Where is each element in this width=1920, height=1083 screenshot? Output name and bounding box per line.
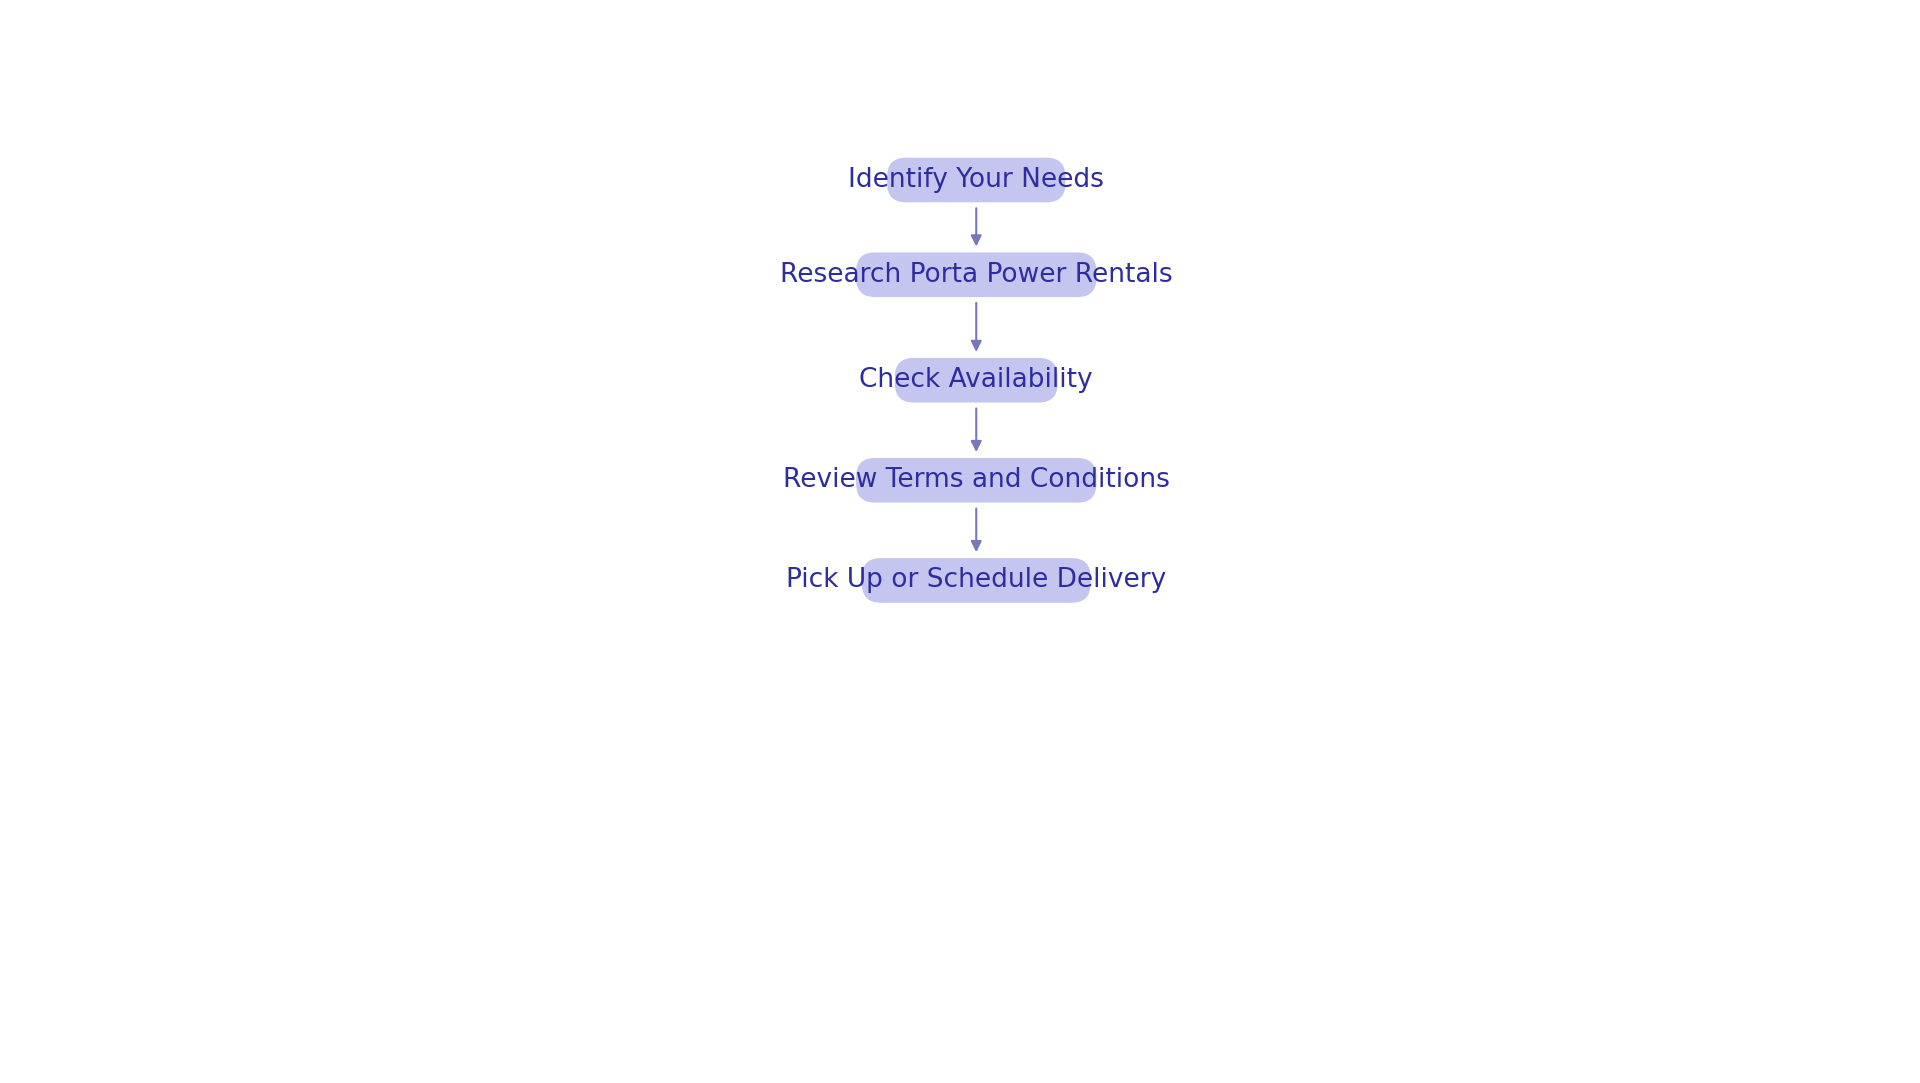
Text: Identify Your Needs: Identify Your Needs — [849, 167, 1104, 193]
Text: Research Porta Power Rentals: Research Porta Power Rentals — [780, 262, 1173, 288]
Text: Pick Up or Schedule Delivery: Pick Up or Schedule Delivery — [785, 567, 1165, 593]
FancyBboxPatch shape — [856, 458, 1096, 503]
FancyBboxPatch shape — [887, 158, 1066, 203]
Text: Check Availability: Check Availability — [860, 367, 1092, 393]
FancyBboxPatch shape — [862, 558, 1091, 603]
FancyBboxPatch shape — [856, 252, 1096, 297]
Text: Review Terms and Conditions: Review Terms and Conditions — [783, 467, 1169, 494]
FancyBboxPatch shape — [895, 357, 1058, 403]
